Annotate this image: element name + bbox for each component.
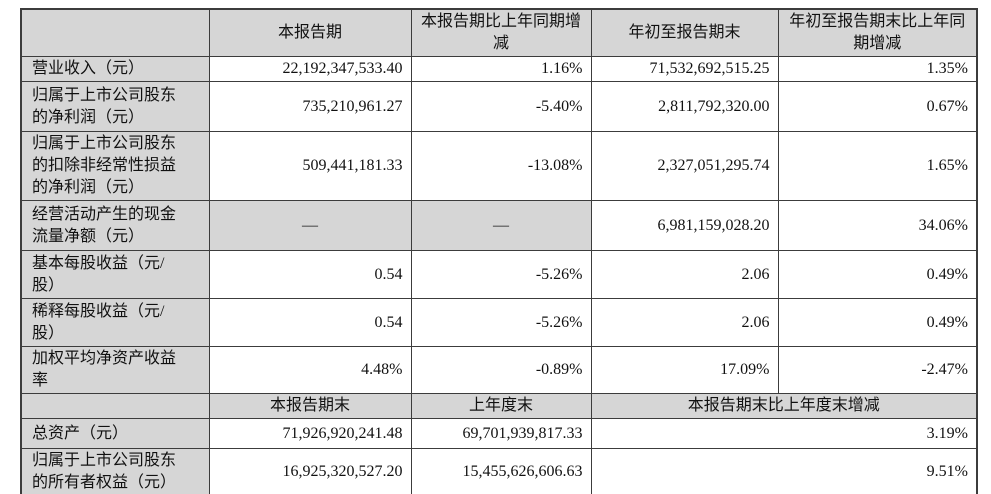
value-cell: 0.67% xyxy=(777,81,978,132)
value-cell: 9.51% xyxy=(590,448,978,494)
value-cell: 71,926,920,241.48 xyxy=(208,418,412,449)
col-header-ytd: 年初至报告期末 xyxy=(590,8,779,57)
value-cell: 509,441,181.33 xyxy=(208,131,412,201)
value-cell: — xyxy=(410,200,592,251)
value-cell: 2,327,051,295.74 xyxy=(590,131,779,201)
row-label: 基本每股收益（元/股） xyxy=(20,250,210,299)
value-cell: 0.54 xyxy=(208,298,412,347)
value-cell: 2.06 xyxy=(590,298,779,347)
table-row: 归属于上市公司股东的所有者权益（元） 16,925,320,527.20 15,45… xyxy=(20,448,978,494)
period-metrics-body: 营业收入（元） 22,192,347,533.40 1.16% 71,532,692,… xyxy=(20,56,978,394)
value-cell: -13.08% xyxy=(410,131,592,201)
value-cell: 1.16% xyxy=(410,56,592,82)
corner-cell xyxy=(20,8,210,57)
col-header-ytd-yoy-change: 年初至报告期末比上年同期增减 xyxy=(777,8,978,57)
row-label: 归属于上市公司股东的所有者权益（元） xyxy=(20,448,210,494)
value-cell: — xyxy=(208,200,412,251)
value-cell: 15,455,626,606.63 xyxy=(410,448,592,494)
balance-metrics-body: 总资产（元） 71,926,920,241.48 69,701,939,817.33… xyxy=(20,418,978,494)
table-row: 归属于上市公司股东的净利润（元） 735,210,961.27 -5.40% 2,81… xyxy=(20,81,978,132)
row-label: 营业收入（元） xyxy=(20,56,210,82)
value-cell: 0.49% xyxy=(777,298,978,347)
value-cell: 4.48% xyxy=(208,346,412,394)
value-cell: 17.09% xyxy=(590,346,779,394)
table-row: 营业收入（元） 22,192,347,533.40 1.16% 71,532,692,… xyxy=(20,56,978,82)
value-cell: 16,925,320,527.20 xyxy=(208,448,412,494)
row-label: 稀释每股收益（元/股） xyxy=(20,298,210,347)
value-cell: 6,981,159,028.20 xyxy=(590,200,779,251)
value-cell: -5.26% xyxy=(410,298,592,347)
value-cell: 1.35% xyxy=(777,56,978,82)
row-label: 加权平均净资产收益率 xyxy=(20,346,210,394)
value-cell: 2.06 xyxy=(590,250,779,299)
col-header-period-yoy-change: 本报告期比上年同期增减 xyxy=(410,8,592,57)
value-cell: 1.65% xyxy=(777,131,978,201)
value-cell: 735,210,961.27 xyxy=(208,81,412,132)
table-row: 归属于上市公司股东的扣除非经常性损益的净利润（元） 509,441,181.33-… xyxy=(20,131,978,201)
value-cell: 0.54 xyxy=(208,250,412,299)
row-label: 总资产（元） xyxy=(20,418,210,449)
value-cell: 0.49% xyxy=(777,250,978,299)
value-cell: 3.19% xyxy=(590,418,978,449)
row-label: 归属于上市公司股东的净利润（元） xyxy=(20,81,210,132)
table-row: 经营活动产生的现金流量净额（元） — —6,981,159,028.20 34.06% xyxy=(20,200,978,251)
col-header-current-period: 本报告期 xyxy=(208,8,412,57)
value-cell: -2.47% xyxy=(777,346,978,394)
value-cell: -5.26% xyxy=(410,250,592,299)
value-cell: -0.89% xyxy=(410,346,592,394)
table-row: 总资产（元） 71,926,920,241.48 69,701,939,817.33… xyxy=(20,418,978,449)
col-header-period-end-change: 本报告期末比上年度末增减 xyxy=(590,393,978,419)
table-row: 稀释每股收益（元/股） 0.54 -5.26% 2.06 0.49% xyxy=(20,298,978,347)
value-cell: 2,811,792,320.00 xyxy=(590,81,779,132)
corner-cell-2 xyxy=(20,393,210,419)
value-cell: 69,701,939,817.33 xyxy=(410,418,592,449)
financial-summary-table: 本报告期 本报告期比上年同期增减 年初至报告期末 年初至报告期末比上年同期增减 … xyxy=(20,8,978,494)
col-header-period-end: 本报告期末 xyxy=(208,393,412,419)
value-cell: 71,532,692,515.25 xyxy=(590,56,779,82)
col-header-prior-year-end: 上年度末 xyxy=(410,393,592,419)
table-row: 基本每股收益（元/股） 0.54 -5.26% 2.06 0.49% xyxy=(20,250,978,299)
row-label: 归属于上市公司股东的扣除非经常性损益的净利润（元） xyxy=(20,131,210,201)
value-cell: 22,192,347,533.40 xyxy=(208,56,412,82)
value-cell: -5.40% xyxy=(410,81,592,132)
header-row-period-end: 本报告期末 上年度末 本报告期末比上年度末增减 xyxy=(20,393,978,419)
table-row: 加权平均净资产收益率 4.48% -0.89% 17.09% -2.47% xyxy=(20,346,978,394)
row-label: 经营活动产生的现金流量净额（元） xyxy=(20,200,210,251)
value-cell: 34.06% xyxy=(777,200,978,251)
header-row-period: 本报告期 本报告期比上年同期增减 年初至报告期末 年初至报告期末比上年同期增减 xyxy=(20,8,978,57)
